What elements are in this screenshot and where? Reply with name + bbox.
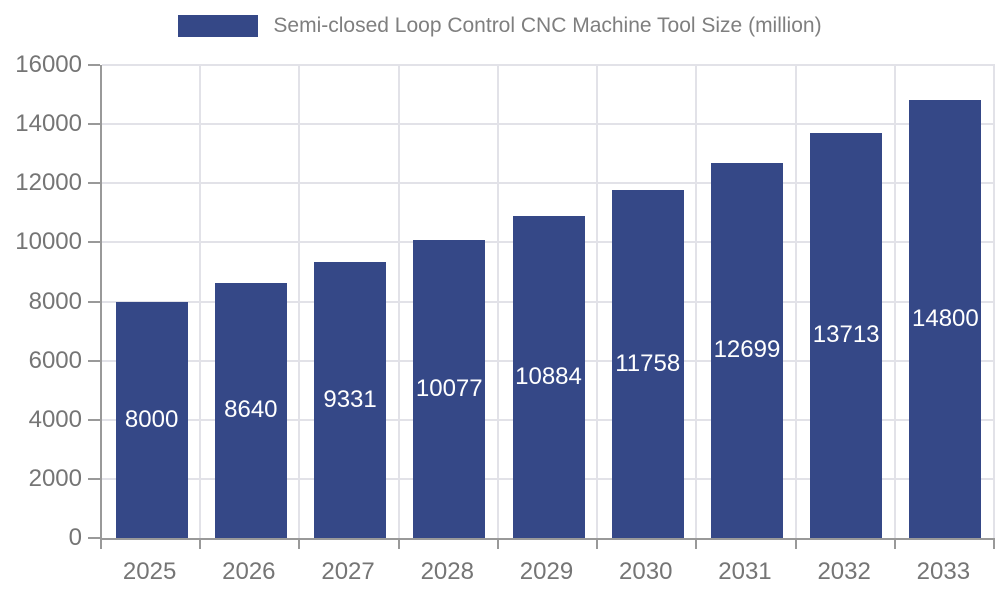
y-tick-label-6000: 6000 <box>28 346 82 374</box>
legend: Semi-closed Loop Control CNC Machine Too… <box>0 14 1000 38</box>
bar-value-label-2029: 10884 <box>515 363 582 391</box>
x-tick-label-2033: 2033 <box>916 558 971 585</box>
bar-value-label-2028: 10077 <box>415 375 483 403</box>
x-axis-tick-8 <box>893 538 896 549</box>
y-tick-label-4000: 4000 <box>28 405 82 433</box>
x-tick-label-2026: 2026 <box>222 558 276 585</box>
y-tick-label-16000: 16000 <box>15 51 82 78</box>
bar-value-label-2027: 9331 <box>323 386 377 414</box>
bar-2025: 8000 <box>115 301 188 538</box>
x-tick-label-2027: 2027 <box>321 558 375 585</box>
gridline-v-2 <box>298 65 301 538</box>
gridline-v-5 <box>596 65 599 538</box>
bar-2026: 8640 <box>214 282 287 538</box>
y-axis-tick-16000 <box>88 64 100 66</box>
x-tick-label-2029: 2029 <box>519 558 574 585</box>
bar-2031: 12699 <box>710 162 783 538</box>
y-tick-label-0: 0 <box>68 524 82 551</box>
y-axis-tick-0 <box>88 537 100 539</box>
x-tick-label-2030: 2030 <box>619 558 673 585</box>
gridline-v-8 <box>893 65 896 538</box>
bar-value-label-2032: 13713 <box>812 321 880 349</box>
bar-2030: 11758 <box>611 190 684 538</box>
x-axis-tick-5 <box>596 538 599 549</box>
x-tick-label-2032: 2032 <box>817 558 871 585</box>
x-axis-tick-7 <box>794 538 797 549</box>
plot-area: 8000 8640 9331 10077 10884 11758 12699 13713 148… <box>88 64 995 549</box>
x-axis-tick-9 <box>993 538 995 549</box>
y-axis-tick-10000 <box>88 241 100 244</box>
y-tick-label-14000: 14000 <box>15 110 82 138</box>
bar-2028: 10077 <box>413 240 486 538</box>
y-tick-label-2000: 2000 <box>28 464 82 492</box>
bar-value-label-2030: 11758 <box>615 350 681 378</box>
bar-2029: 10884 <box>512 216 585 538</box>
x-axis-tick-3 <box>397 538 400 549</box>
y-axis-tick-2000 <box>88 477 100 480</box>
x-axis-tick-1 <box>199 538 202 549</box>
y-axis-tick-8000 <box>88 300 100 303</box>
legend-label: Semi-closed Loop Control CNC Machine Too… <box>273 14 822 37</box>
x-tick-label-2031: 2031 <box>718 558 772 585</box>
x-axis-tick-0 <box>100 538 102 549</box>
bar-value-label-2033: 14800 <box>912 305 979 333</box>
bar-2027: 9331 <box>314 262 387 538</box>
gridline-v-1 <box>199 65 202 538</box>
x-tick-label-2025: 2025 <box>122 558 177 585</box>
x-axis-tick-2 <box>298 538 301 549</box>
y-tick-label-8000: 8000 <box>28 287 82 315</box>
gridline-v-4 <box>496 65 499 538</box>
x-axis: 2025 2026 2027 2028 2029 2030 2031 2032 2033 <box>100 558 995 590</box>
bar-value-label-2026: 8640 <box>224 396 278 424</box>
x-tick-label-2028: 2028 <box>420 558 474 585</box>
y-tick-label-12000: 12000 <box>15 169 82 197</box>
bar-value-label-2031: 12699 <box>713 336 781 364</box>
y-axis-tick-12000 <box>88 182 100 185</box>
y-axis-tick-4000 <box>88 418 100 421</box>
bar-2032: 13713 <box>810 132 883 538</box>
legend-swatch <box>178 15 259 37</box>
y-axis-tick-6000 <box>88 359 100 362</box>
gridline-v-3 <box>397 65 400 538</box>
x-axis-tick-4 <box>496 538 499 549</box>
bar-2033: 14800 <box>909 100 982 538</box>
x-axis-tick-6 <box>695 538 698 549</box>
gridline-v-9 <box>993 65 995 538</box>
y-axis: 0 2000 4000 6000 8000 10000 12000 14000 16000 <box>0 53 82 550</box>
y-tick-label-10000: 10000 <box>15 228 82 256</box>
y-axis-tick-14000 <box>88 123 100 126</box>
gridline-h-16000 <box>102 64 995 66</box>
bar-value-label-2025: 8000 <box>124 405 179 433</box>
gridline-v-7 <box>794 65 797 538</box>
gridline-v-6 <box>695 65 698 538</box>
gridline-h-12000 <box>102 182 995 185</box>
gridline-h-14000 <box>102 123 995 126</box>
